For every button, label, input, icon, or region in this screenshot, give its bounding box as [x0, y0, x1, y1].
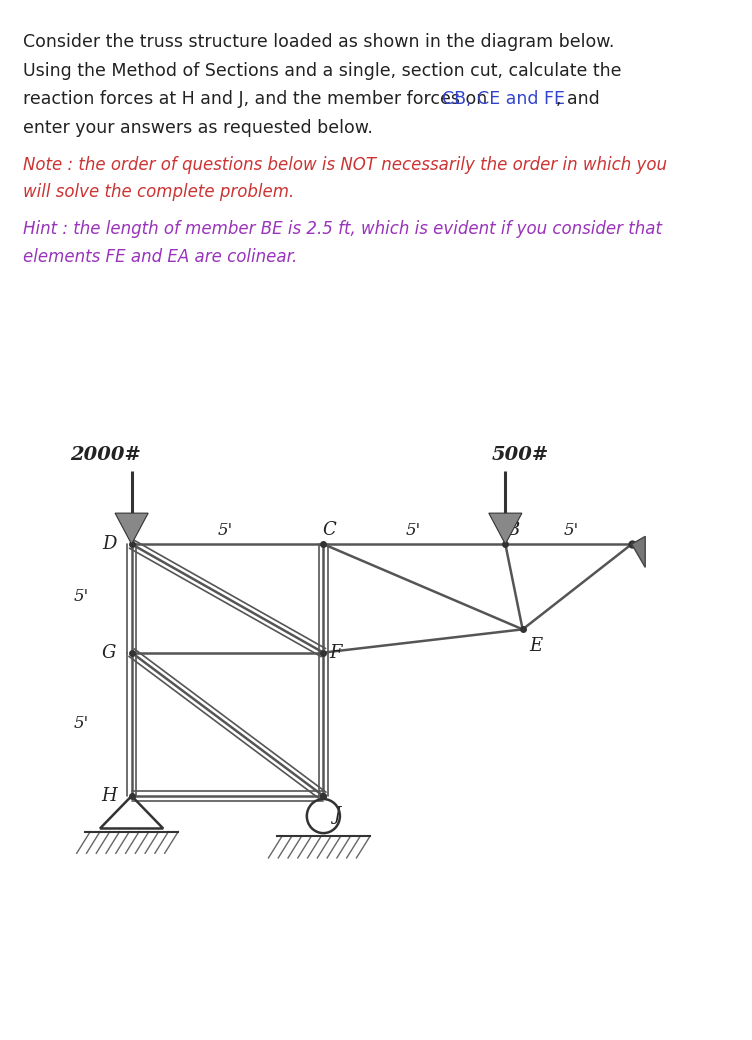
- Polygon shape: [632, 537, 645, 568]
- Text: Note : the order of questions below is NOT necessarily the order in which you: Note : the order of questions below is N…: [23, 156, 666, 174]
- Text: enter your answers as requested below.: enter your answers as requested below.: [23, 119, 372, 136]
- Text: H: H: [102, 787, 117, 805]
- Text: Hint : the length of member BE is 2.5 ft, which is evident if you consider that: Hint : the length of member BE is 2.5 ft…: [23, 220, 662, 238]
- Text: CB, CE and FE: CB, CE and FE: [442, 90, 566, 108]
- Text: 5': 5': [74, 589, 89, 605]
- Text: 500#: 500#: [492, 446, 549, 464]
- Text: E: E: [529, 638, 543, 655]
- Text: 2000#: 2000#: [70, 446, 141, 464]
- Polygon shape: [115, 513, 148, 544]
- Text: J: J: [333, 806, 341, 825]
- Text: 5': 5': [218, 522, 233, 539]
- Polygon shape: [489, 513, 522, 544]
- Text: 5': 5': [564, 522, 579, 539]
- Text: C: C: [323, 521, 336, 539]
- Text: reaction forces at H and J, and the member forces on: reaction forces at H and J, and the memb…: [23, 90, 493, 108]
- Text: 5': 5': [74, 716, 89, 732]
- Text: G: G: [102, 644, 117, 661]
- Text: B: B: [506, 521, 520, 539]
- Text: elements FE and EA are colinear.: elements FE and EA are colinear.: [23, 248, 297, 265]
- Text: Using the Method of Sections and a single, section cut, calculate the: Using the Method of Sections and a singl…: [23, 62, 621, 80]
- Text: F: F: [329, 644, 341, 661]
- Text: 5': 5': [405, 522, 420, 539]
- Text: Consider the truss structure loaded as shown in the diagram below.: Consider the truss structure loaded as s…: [23, 33, 614, 51]
- Text: D: D: [102, 536, 117, 553]
- Text: will solve the complete problem.: will solve the complete problem.: [23, 183, 294, 201]
- Text: , and: , and: [556, 90, 600, 108]
